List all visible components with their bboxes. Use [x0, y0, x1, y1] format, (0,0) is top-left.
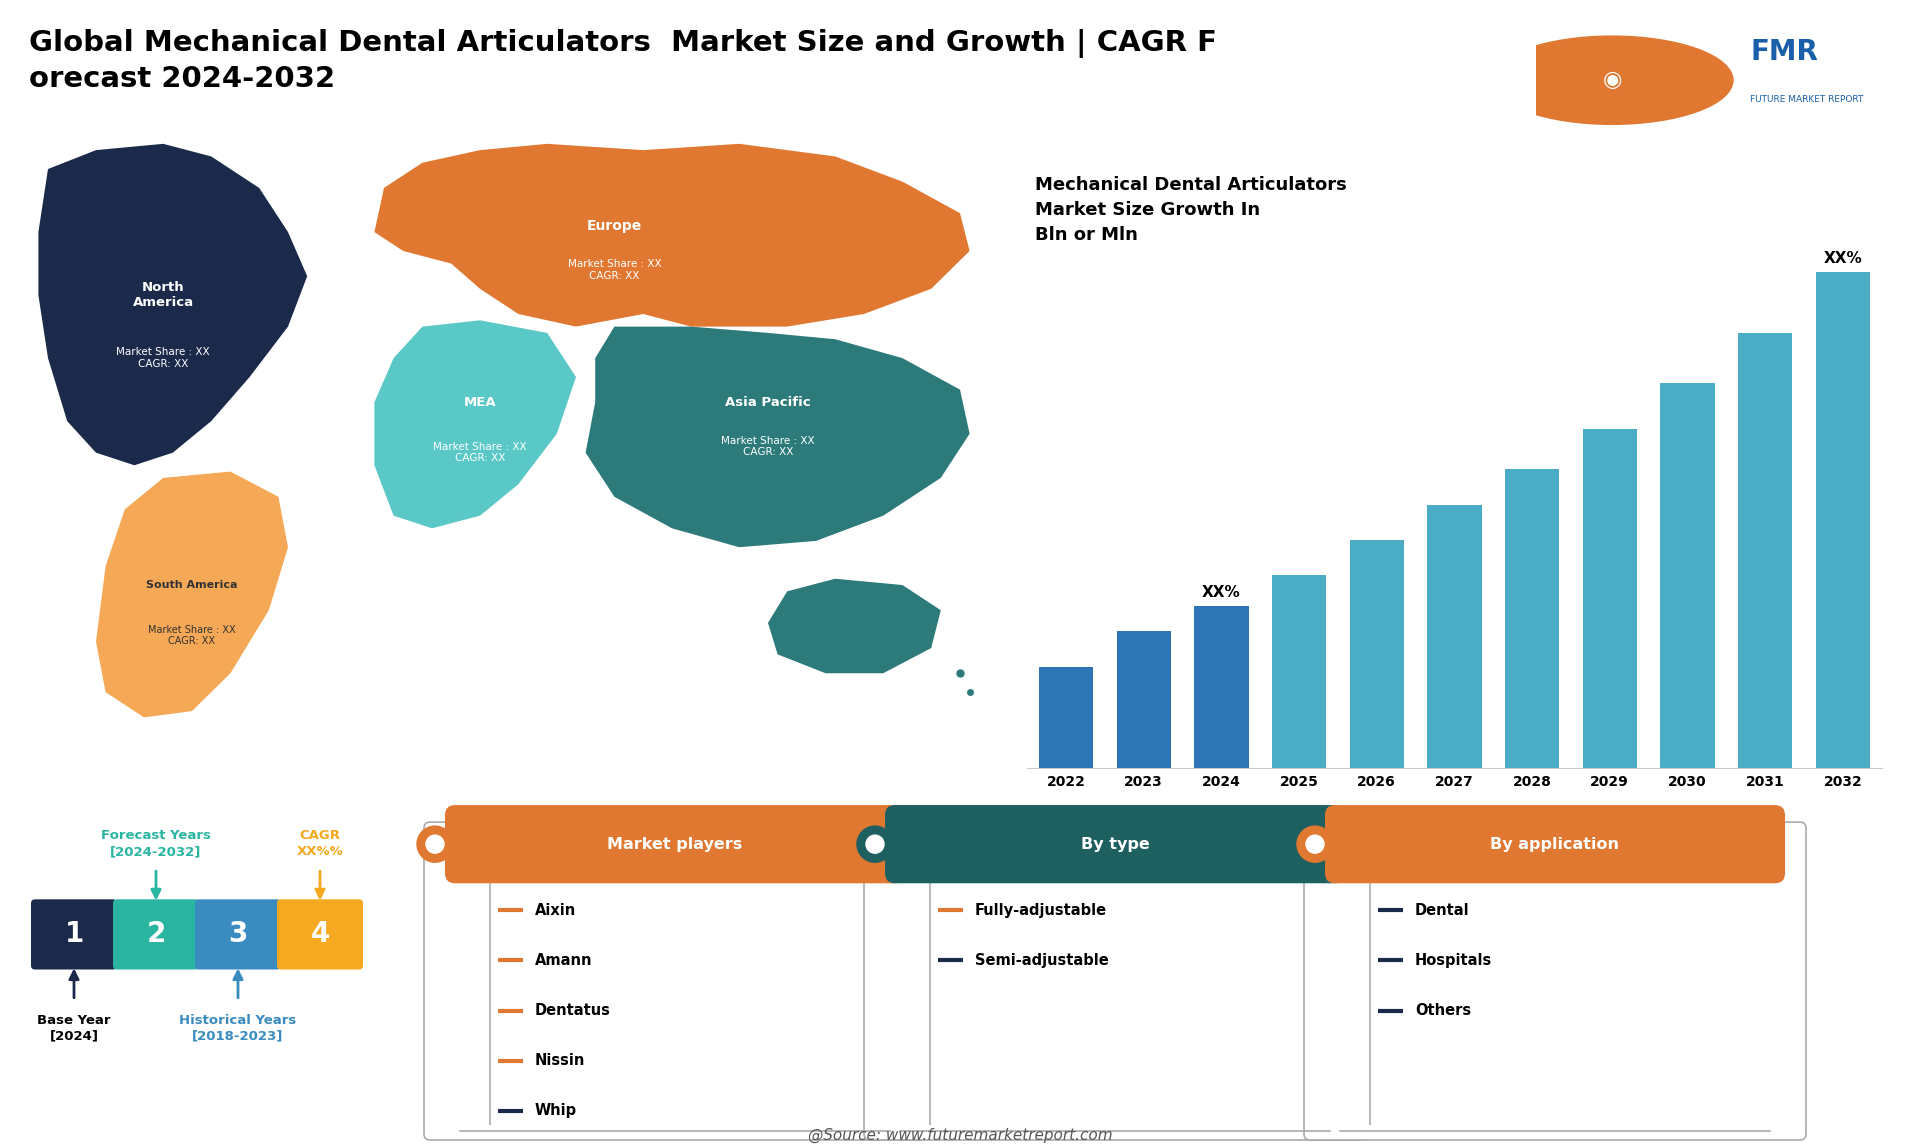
Text: Historical Years
[2018-2023]: Historical Years [2018-2023] — [179, 1013, 296, 1043]
FancyBboxPatch shape — [1304, 822, 1807, 1140]
Bar — [1738, 332, 1791, 768]
Bar — [1271, 575, 1327, 768]
Circle shape — [1298, 826, 1332, 862]
Bar — [1505, 469, 1559, 768]
Bar — [1117, 631, 1171, 768]
Text: Others: Others — [1415, 1003, 1471, 1018]
Polygon shape — [374, 143, 970, 327]
Text: Semi-adjustable: Semi-adjustable — [975, 953, 1108, 968]
FancyBboxPatch shape — [445, 804, 904, 884]
Text: Forecast Years
[2024-2032]: Forecast Years [2024-2032] — [102, 830, 211, 858]
Text: XX%: XX% — [1824, 251, 1862, 266]
Text: ◉: ◉ — [1603, 70, 1622, 91]
Text: Mechanical Dental Articulators
Market Size Growth In
Bln or Mln: Mechanical Dental Articulators Market Si… — [1035, 175, 1346, 244]
Text: Market Share : XX
CAGR: XX: Market Share : XX CAGR: XX — [434, 442, 526, 463]
Text: By type: By type — [1081, 837, 1150, 851]
Circle shape — [417, 826, 453, 862]
Text: Market Share : XX
CAGR: XX: Market Share : XX CAGR: XX — [568, 259, 660, 281]
Text: Amann: Amann — [536, 953, 593, 968]
Text: Base Year
[2024]: Base Year [2024] — [36, 1013, 111, 1043]
Circle shape — [1492, 37, 1734, 125]
Text: By application: By application — [1490, 837, 1619, 851]
Text: Market players: Market players — [607, 837, 743, 851]
Text: 2: 2 — [146, 920, 165, 949]
FancyBboxPatch shape — [424, 822, 925, 1140]
Polygon shape — [374, 320, 576, 528]
Text: MEA: MEA — [465, 395, 495, 409]
Text: Europe: Europe — [588, 219, 641, 233]
Text: FMR: FMR — [1751, 39, 1818, 66]
Text: Market Share : XX
CAGR: XX: Market Share : XX CAGR: XX — [117, 347, 209, 369]
Text: 1: 1 — [65, 920, 84, 949]
Bar — [1582, 429, 1638, 768]
FancyBboxPatch shape — [196, 900, 280, 970]
Circle shape — [426, 835, 444, 853]
FancyBboxPatch shape — [113, 900, 200, 970]
Bar — [1039, 667, 1092, 768]
Text: Whip: Whip — [536, 1104, 578, 1118]
Text: Market Share : XX
CAGR: XX: Market Share : XX CAGR: XX — [722, 435, 814, 457]
Text: @Source: www.futuremarketreport.com: @Source: www.futuremarketreport.com — [808, 1128, 1112, 1143]
Text: FUTURE MARKET REPORT: FUTURE MARKET REPORT — [1751, 95, 1864, 103]
Text: South America: South America — [146, 580, 238, 590]
Bar — [1661, 383, 1715, 768]
Text: Aixin: Aixin — [536, 903, 576, 918]
Text: 4: 4 — [311, 920, 330, 949]
Text: Market Share : XX
CAGR: XX: Market Share : XX CAGR: XX — [148, 625, 236, 646]
Text: Nissin: Nissin — [536, 1053, 586, 1068]
Text: Dentatus: Dentatus — [536, 1003, 611, 1018]
Bar — [1427, 504, 1482, 768]
Circle shape — [856, 826, 893, 862]
Polygon shape — [96, 472, 288, 717]
Text: Dental: Dental — [1415, 903, 1469, 918]
Text: CAGR
XX%%: CAGR XX%% — [296, 830, 344, 858]
FancyBboxPatch shape — [1325, 804, 1786, 884]
Polygon shape — [768, 579, 941, 673]
Text: 3: 3 — [228, 920, 248, 949]
Text: Asia Pacific: Asia Pacific — [726, 395, 810, 409]
FancyBboxPatch shape — [31, 900, 117, 970]
Text: XX%: XX% — [1202, 584, 1240, 599]
Bar — [1816, 272, 1870, 768]
Circle shape — [1306, 835, 1325, 853]
Text: Global Mechanical Dental Articulators  Market Size and Growth | CAGR F
orecast 2: Global Mechanical Dental Articulators Ma… — [29, 29, 1217, 93]
Polygon shape — [38, 143, 307, 465]
FancyBboxPatch shape — [276, 900, 363, 970]
Polygon shape — [586, 327, 970, 547]
FancyBboxPatch shape — [864, 822, 1365, 1140]
Bar — [1194, 606, 1248, 768]
Text: Fully-adjustable: Fully-adjustable — [975, 903, 1108, 918]
Bar — [1350, 540, 1404, 768]
Text: North
America: North America — [132, 281, 194, 309]
FancyBboxPatch shape — [885, 804, 1346, 884]
Text: Hospitals: Hospitals — [1415, 953, 1492, 968]
Circle shape — [866, 835, 883, 853]
